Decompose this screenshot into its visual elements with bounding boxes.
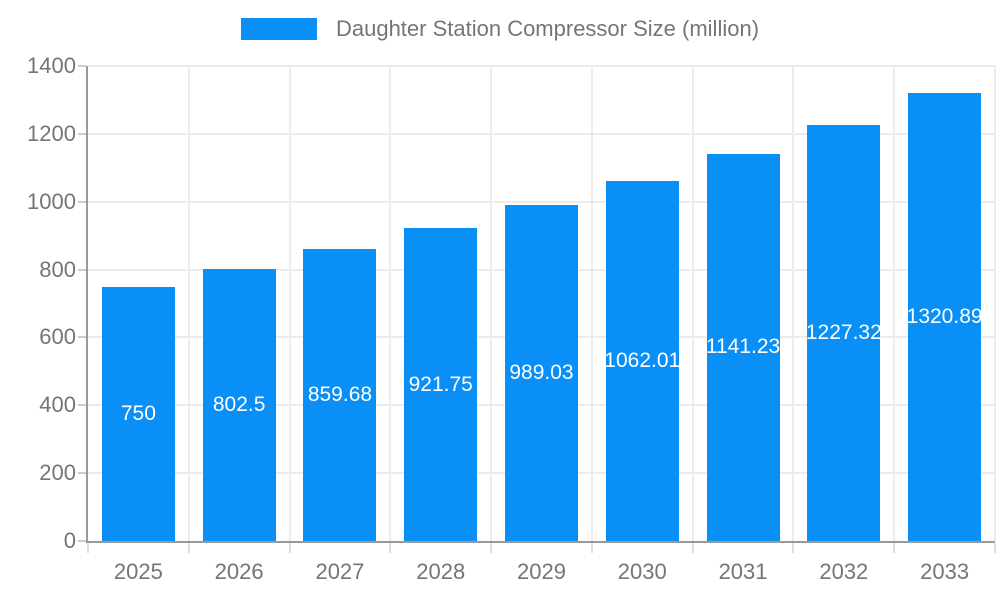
bar-value-label: 1320.89 [906, 304, 983, 328]
y-axis-line [86, 66, 88, 541]
gridline-vertical [691, 66, 694, 541]
bar-value-label: 921.75 [408, 372, 473, 396]
x-axis-label: 2025 [113, 559, 163, 584]
bar[interactable]: 1062.01 [604, 180, 681, 541]
x-axis-tick [994, 543, 996, 553]
bar-value-label: 750 [120, 401, 156, 425]
x-axis-tick [87, 543, 89, 553]
y-axis-tick [78, 132, 86, 135]
bar-value-label: 1062.01 [604, 348, 681, 372]
y-axis-tick [78, 540, 86, 542]
bar[interactable]: 989.03 [505, 205, 578, 541]
gridline-vertical [389, 66, 392, 541]
y-axis-tick [78, 404, 86, 407]
x-axis-tick [893, 543, 896, 553]
y-axis-label: 0 [63, 528, 76, 553]
gridline-vertical [893, 66, 896, 541]
y-axis-tick [78, 268, 86, 271]
gridline-vertical [288, 66, 291, 541]
bar[interactable]: 750 [101, 286, 175, 541]
x-axis-label: 2031 [718, 559, 768, 584]
bar-value-label: 1227.32 [805, 320, 882, 344]
gridline-vertical [792, 66, 795, 541]
x-axis-label: 2027 [315, 559, 365, 584]
y-axis-label: 1200 [27, 120, 76, 146]
x-axis-tick [187, 543, 190, 553]
bar[interactable]: 802.5 [202, 268, 276, 541]
gridline-vertical [994, 66, 996, 541]
x-axis-label: 2032 [819, 559, 869, 584]
x-axis-tick [691, 543, 694, 553]
bar[interactable]: 1141.23 [705, 153, 781, 541]
x-axis-tick [490, 543, 493, 553]
x-axis-tick [288, 543, 291, 553]
chart-legend[interactable]: Daughter Station Compressor Size (millio… [240, 16, 760, 42]
x-axis-label: 2033 [920, 559, 970, 584]
x-axis-label: 2029 [517, 559, 566, 584]
x-axis-label: 2028 [416, 559, 466, 584]
y-axis-label: 1000 [27, 188, 76, 214]
y-axis-label: 600 [39, 324, 76, 350]
gridline-vertical [187, 66, 190, 541]
gridline-horizontal [88, 65, 995, 67]
y-axis-tick [78, 65, 86, 67]
x-axis-tick [792, 543, 795, 553]
y-axis-label: 1400 [27, 53, 76, 78]
legend-swatch [240, 18, 317, 40]
y-axis-label: 200 [39, 460, 76, 486]
gridline-horizontal [88, 200, 995, 203]
y-axis-label: 800 [39, 256, 76, 282]
y-axis-tick [78, 472, 86, 475]
gridline-vertical [590, 66, 593, 541]
bar-value-label: 802.5 [212, 392, 266, 416]
bar[interactable]: 1227.32 [805, 124, 882, 541]
gridline-vertical [490, 66, 493, 541]
x-axis-line [86, 541, 995, 543]
x-axis-tick [590, 543, 593, 553]
bar-value-label: 859.68 [307, 383, 373, 407]
legend-label: Daughter Station Compressor Size (millio… [335, 16, 760, 41]
gridline-horizontal [88, 132, 995, 135]
x-axis-tick [389, 543, 392, 553]
y-axis-tick [78, 336, 86, 339]
bar[interactable]: 859.68 [303, 249, 377, 541]
bar[interactable]: 1320.89 [906, 92, 983, 541]
bar-value-label: 1141.23 [705, 335, 781, 359]
bar[interactable]: 921.75 [404, 228, 478, 541]
y-axis-label: 400 [39, 392, 76, 418]
x-axis-label: 2026 [214, 559, 264, 584]
x-axis-label: 2030 [617, 559, 667, 584]
bar-value-label: 989.03 [509, 361, 574, 385]
y-axis-tick [78, 200, 86, 203]
plot-area: 750 802.5 859.68 921.75 989.03 1062.01 1141.23… [88, 65, 996, 541]
